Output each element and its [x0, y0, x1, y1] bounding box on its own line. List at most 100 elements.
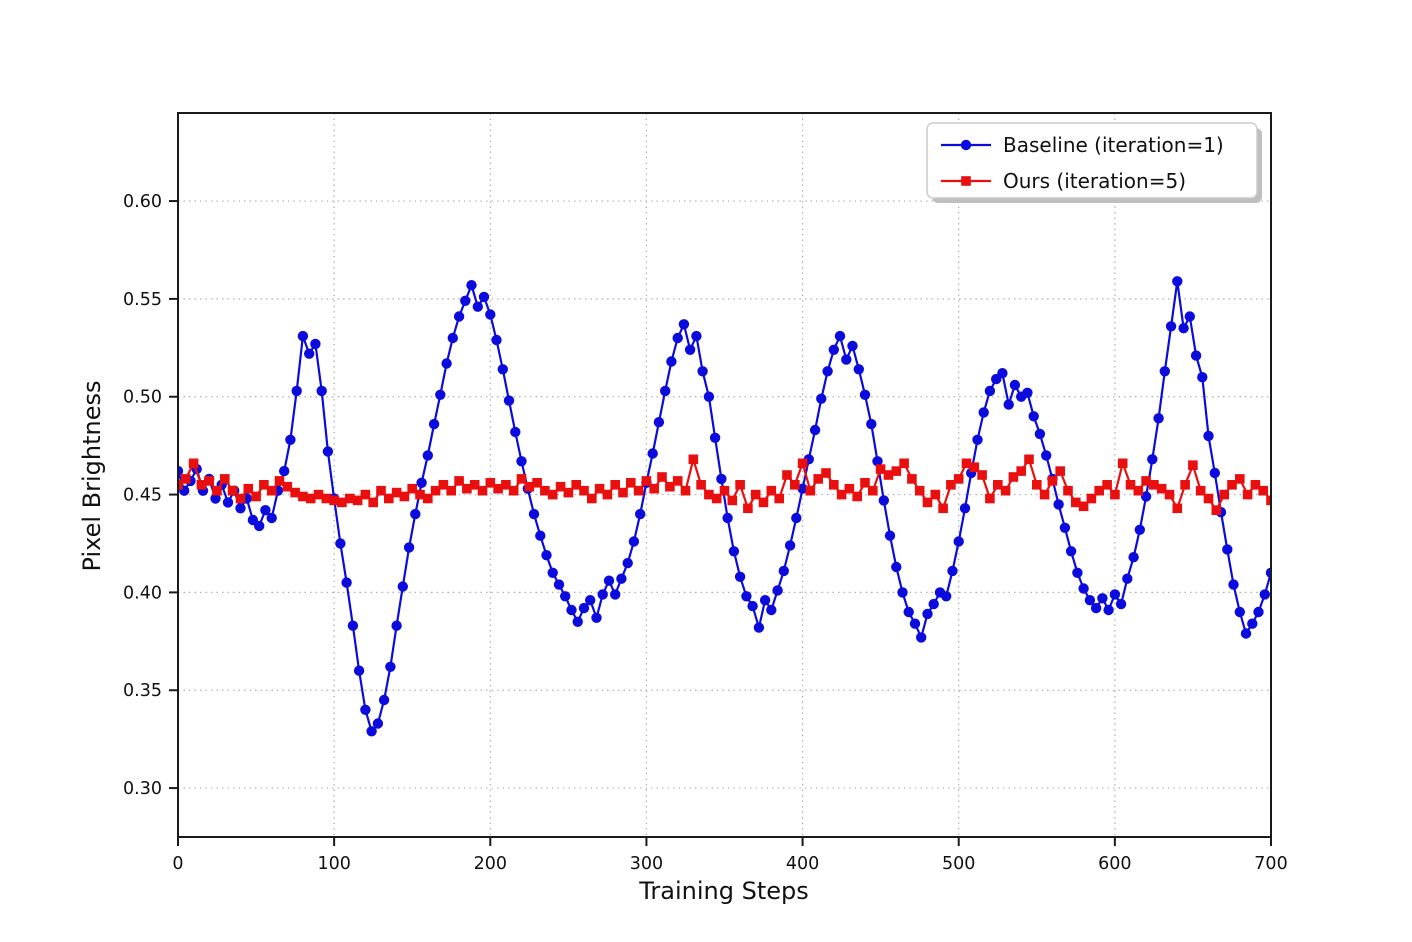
data-point-square: [1063, 485, 1073, 496]
data-point-circle: [784, 540, 796, 551]
data-point-circle: [572, 616, 583, 627]
data-point-circle: [1234, 606, 1246, 618]
data-point-circle: [453, 311, 465, 322]
data-point-square: [875, 464, 886, 474]
data-point-square: [1039, 489, 1050, 500]
data-point-circle: [441, 358, 452, 369]
data-point-square: [891, 466, 902, 476]
data-point-square: [946, 480, 956, 490]
data-point-circle: [903, 606, 914, 618]
data-point-square: [977, 470, 987, 480]
data-point-square: [220, 474, 230, 484]
data-point-square: [594, 483, 605, 494]
data-point-circle: [1203, 430, 1214, 442]
data-point-circle: [585, 595, 596, 606]
data-point-square: [665, 481, 675, 492]
data-point-circle: [503, 395, 515, 406]
data-point-square: [1156, 483, 1167, 494]
data-point-circle: [497, 364, 508, 375]
data-point-circle: [260, 505, 271, 516]
data-point-square: [290, 487, 300, 498]
data-point-square: [376, 485, 386, 496]
data-point-square: [321, 493, 332, 504]
data-point-square: [914, 485, 925, 496]
data-point-circle: [947, 565, 958, 577]
data-point-circle: [397, 581, 408, 592]
data-point-circle: [335, 538, 346, 549]
data-point-square: [227, 485, 238, 496]
data-point-circle: [1053, 499, 1064, 510]
x-tick-label: 200: [474, 854, 507, 874]
data-point-square: [1047, 476, 1058, 486]
data-point-circle: [235, 503, 246, 514]
data-point-circle: [734, 571, 746, 582]
data-point-circle: [1259, 589, 1271, 600]
data-point-square: [836, 489, 847, 500]
data-point-circle: [791, 512, 802, 524]
data-point-square: [633, 485, 644, 496]
data-point-circle: [841, 354, 852, 365]
data-point-square: [1008, 472, 1019, 482]
data-point-circle: [816, 393, 827, 404]
data-point-circle: [684, 344, 696, 355]
data-point-square: [1188, 460, 1198, 470]
data-point-square: [1235, 474, 1245, 484]
data-point-circle: [1165, 321, 1177, 332]
data-point-square: [860, 478, 870, 488]
data-point-square: [821, 468, 831, 478]
data-point-circle: [541, 550, 552, 561]
data-point-square: [1141, 476, 1151, 486]
x-tick-label: 400: [786, 854, 819, 874]
data-point-circle: [435, 389, 446, 400]
data-point-square: [430, 485, 441, 496]
data-point-square: [266, 485, 277, 496]
data-point-circle: [1147, 454, 1158, 465]
data-point-square: [688, 454, 699, 465]
data-point-square: [1258, 485, 1268, 496]
data-point-circle: [922, 608, 933, 620]
data-point-circle: [647, 448, 658, 459]
data-point-circle: [884, 530, 896, 541]
tick-layer: 0 100 200 300 400 500 600 700 0.30 0.35 0.40 0.45 0.…: [123, 192, 1288, 874]
x-tick-label: 300: [630, 854, 663, 874]
data-point-square: [462, 483, 472, 494]
data-point-circle: [916, 632, 927, 643]
data-point-circle: [766, 604, 777, 616]
data-point-square: [1227, 480, 1237, 490]
data-point-circle: [891, 561, 902, 573]
data-point-circle: [853, 364, 864, 375]
data-point-circle: [566, 604, 577, 616]
data-point-circle: [322, 446, 334, 457]
y-tick-label: 0.35: [123, 681, 162, 701]
data-point-square: [993, 480, 1003, 490]
data-point-circle: [547, 567, 558, 578]
data-point-square: [571, 480, 581, 490]
data-point-circle: [972, 434, 983, 445]
data-point-square: [1125, 480, 1136, 490]
data-point-square: [1133, 485, 1144, 496]
data-point-circle: [1084, 595, 1096, 606]
data-point-square: [657, 472, 667, 482]
data-point-square: [1024, 454, 1034, 465]
x-tick-label: 500: [942, 854, 975, 874]
data-point-circle: [1222, 544, 1233, 555]
data-point-square: [805, 485, 816, 496]
data-point-circle: [1009, 379, 1021, 391]
data-point-circle: [772, 585, 783, 596]
data-point-square: [1110, 489, 1120, 500]
data-point-square: [696, 480, 706, 490]
data-point-square: [750, 489, 761, 500]
data-point-circle: [753, 622, 765, 633]
data-point-square: [1195, 485, 1206, 496]
data-point-circle: [1072, 567, 1083, 578]
data-point-square: [938, 503, 948, 514]
y-tick-label: 0.55: [123, 290, 162, 310]
data-point-square: [1071, 497, 1081, 508]
data-point-circle: [959, 503, 971, 514]
data-point-circle: [722, 512, 733, 524]
data-point-square: [719, 485, 730, 496]
grid-layer: [177, 113, 1272, 837]
data-point-circle: [1103, 604, 1114, 616]
data-point-square: [178, 480, 183, 490]
data-point-square: [790, 480, 800, 490]
